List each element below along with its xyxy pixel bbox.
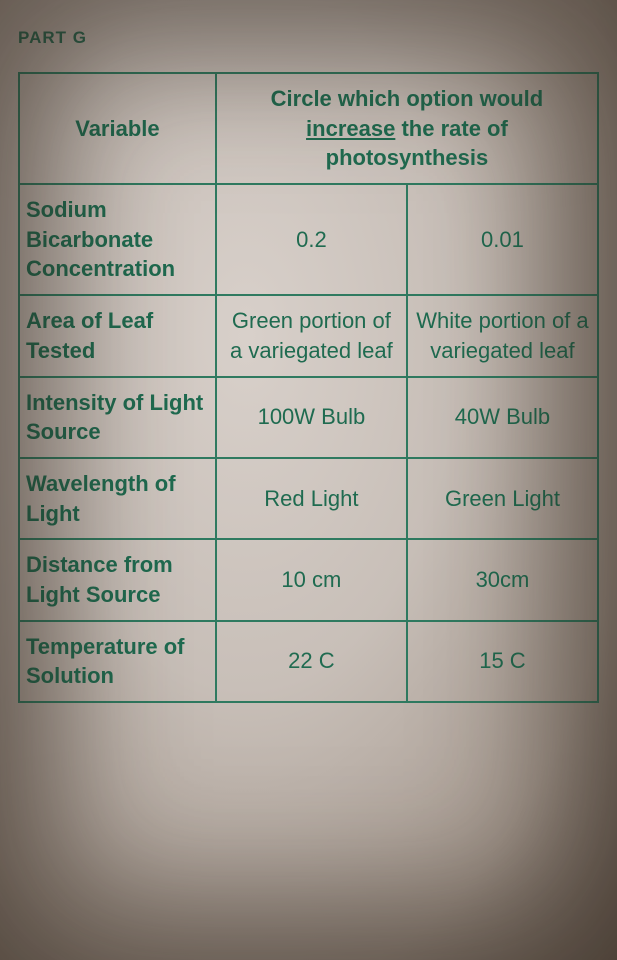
table-row: Distance from Light Source 10 cm 30cm — [19, 539, 598, 620]
table-body: Sodium Bicarbonate Concentration 0.2 0.0… — [19, 184, 598, 702]
cell-option-a: Red Light — [216, 458, 407, 539]
header-prompt-pre: Circle which option would — [271, 86, 544, 111]
header-variable: Variable — [19, 73, 216, 184]
cell-variable: Distance from Light Source — [19, 539, 216, 620]
worksheet-page: PART G Variable Circle which option woul… — [0, 0, 617, 703]
cell-option-b: 0.01 — [407, 184, 598, 295]
section-heading: PART G — [18, 28, 599, 48]
table-row: Temperature of Solution 22 C 15 C — [19, 621, 598, 702]
header-prompt-underlined: increase — [306, 116, 395, 141]
cell-option-a: Green portion of a variegated leaf — [216, 295, 407, 376]
table-header-row: Variable Circle which option would incre… — [19, 73, 598, 184]
cell-option-b: 30cm — [407, 539, 598, 620]
header-prompt: Circle which option would increase the r… — [216, 73, 598, 184]
photosynthesis-table: Variable Circle which option would incre… — [18, 72, 599, 703]
cell-option-a: 0.2 — [216, 184, 407, 295]
table-row: Intensity of Light Source 100W Bulb 40W … — [19, 377, 598, 458]
cell-option-b: Green Light — [407, 458, 598, 539]
table-row: Sodium Bicarbonate Concentration 0.2 0.0… — [19, 184, 598, 295]
cell-option-a: 22 C — [216, 621, 407, 702]
cell-variable: Temperature of Solution — [19, 621, 216, 702]
cell-variable: Wavelength of Light — [19, 458, 216, 539]
cell-option-a: 10 cm — [216, 539, 407, 620]
cell-option-b: 40W Bulb — [407, 377, 598, 458]
table-row: Area of Leaf Tested Green portion of a v… — [19, 295, 598, 376]
cell-option-b: 15 C — [407, 621, 598, 702]
table-row: Wavelength of Light Red Light Green Ligh… — [19, 458, 598, 539]
cell-option-b: White portion of a variegated leaf — [407, 295, 598, 376]
cell-option-a: 100W Bulb — [216, 377, 407, 458]
cell-variable: Area of Leaf Tested — [19, 295, 216, 376]
cell-variable: Intensity of Light Source — [19, 377, 216, 458]
cell-variable: Sodium Bicarbonate Concentration — [19, 184, 216, 295]
